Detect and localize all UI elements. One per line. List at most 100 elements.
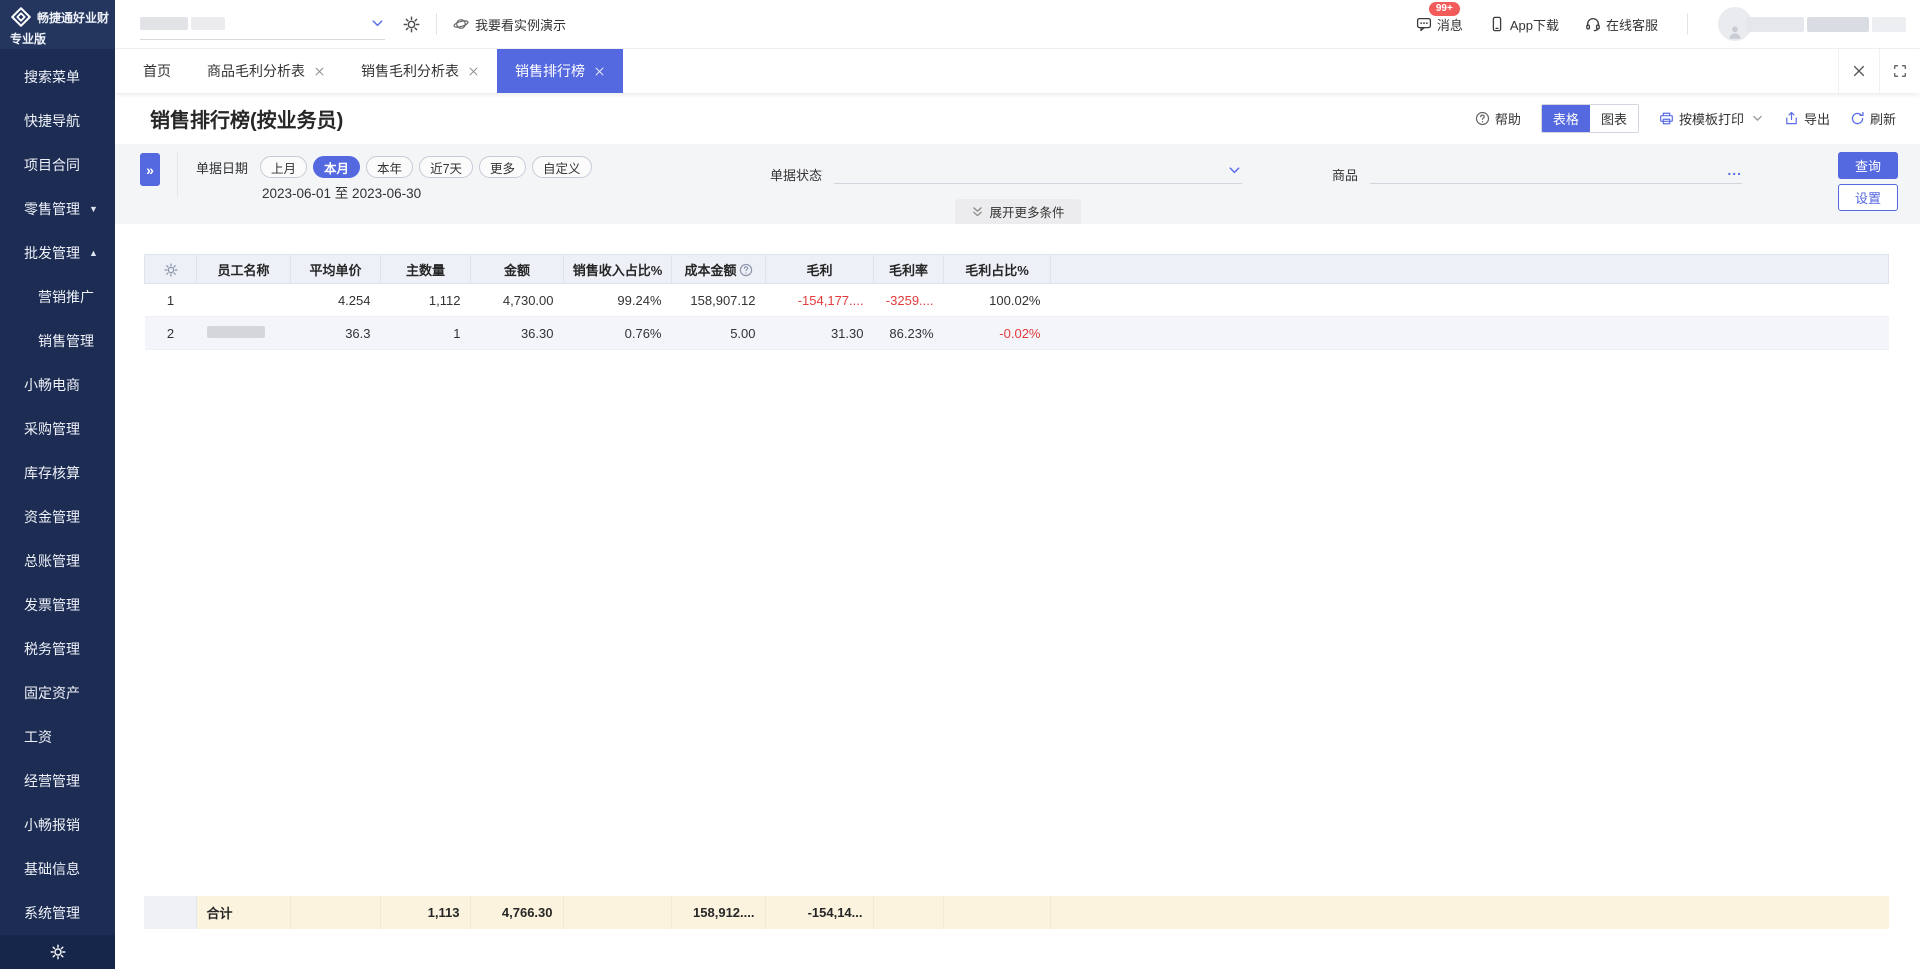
sidebar-item-fixed-assets[interactable]: 固定资产 xyxy=(24,685,80,701)
collapse-filters-button[interactable]: » xyxy=(140,153,160,186)
sidebar-item-ecommerce[interactable]: 小畅电商 xyxy=(24,377,80,393)
column-qty[interactable]: 主数量 xyxy=(380,254,471,284)
fullscreen-icon xyxy=(1893,64,1907,78)
person-icon xyxy=(1726,23,1744,41)
app-download-link[interactable]: App下载 xyxy=(1489,15,1559,34)
divider xyxy=(1687,13,1688,35)
product-filter-group: 商品 ... xyxy=(1332,160,1743,184)
sidebar-item-general-ledger[interactable]: 总账管理 xyxy=(24,553,80,569)
chevron-down-icon[interactable] xyxy=(1227,163,1242,178)
export-button[interactable]: 导出 xyxy=(1784,109,1830,128)
column-profit-share[interactable]: 毛利占比% xyxy=(943,254,1051,284)
cell-profit-share: -0.02% xyxy=(943,316,1051,350)
date-option-this-year[interactable]: 本年 xyxy=(366,156,414,178)
sidebar-item-wholesale-mgmt[interactable]: 批发管理 ▲ xyxy=(24,245,98,261)
close-all-tabs-button[interactable] xyxy=(1838,49,1879,93)
cell-employee-name xyxy=(196,283,291,317)
brand-logo-icon xyxy=(10,6,32,28)
sidebar-item-funds-mgmt[interactable]: 资金管理 xyxy=(24,509,80,525)
sidebar-item-payroll[interactable]: 工资 xyxy=(24,729,52,745)
sales-ranking-table: 员工名称 平均单价 主数量 金额 销售收入占比% 成本金额 毛利 毛利率 毛利占… xyxy=(144,254,1889,350)
status-select-field[interactable] xyxy=(834,160,1243,184)
org-selector[interactable] xyxy=(140,8,385,40)
expand-more-conditions-button[interactable]: 展开更多条件 xyxy=(954,199,1081,224)
org-settings-gear-icon[interactable] xyxy=(403,16,420,33)
total-row: 合计 1,113 4,766.30 158,912.... -154,14... xyxy=(144,896,1889,929)
gear-icon[interactable] xyxy=(164,263,178,277)
sidebar-item-system-mgmt[interactable]: 系统管理 xyxy=(24,905,80,921)
settings-button[interactable]: 设置 xyxy=(1838,184,1898,211)
column-avg-price[interactable]: 平均单价 xyxy=(290,254,381,284)
sidebar-item-basic-info[interactable]: 基础信息 xyxy=(24,861,80,877)
sidebar-item-business-mgmt[interactable]: 经营管理 xyxy=(24,773,80,789)
sidebar-item-sales-mgmt[interactable]: 销售管理 xyxy=(38,333,94,349)
help-icon xyxy=(1475,111,1490,126)
column-revenue-share[interactable]: 销售收入占比% xyxy=(563,254,672,284)
filter-actions: 查询 设置 xyxy=(1838,152,1898,211)
date-option-more[interactable]: 更多 xyxy=(479,156,527,178)
help-icon[interactable] xyxy=(739,263,753,277)
sidebar-menu: 搜索菜单 快捷导航 项目合同 零售管理 ▼ 批发管理 ▲ 营销推广 销售管理 小畅电… xyxy=(0,49,115,935)
chevron-down-icon[interactable] xyxy=(1751,112,1764,125)
sidebar-item-tax-mgmt[interactable]: 税务管理 xyxy=(24,641,80,657)
column-profit[interactable]: 毛利 xyxy=(765,254,874,284)
column-employee-name[interactable]: 员工名称 xyxy=(196,254,291,284)
sidebar-item-retail-mgmt[interactable]: 零售管理 ▼ xyxy=(24,201,98,217)
help-button[interactable]: 帮助 xyxy=(1475,109,1521,128)
refresh-button[interactable]: 刷新 xyxy=(1850,109,1896,128)
tab-sales-profit-report[interactable]: 销售毛利分析表 xyxy=(343,49,497,93)
table-view-button[interactable]: 表格 xyxy=(1541,105,1590,132)
sidebar-item-quick-nav[interactable]: 快捷导航 xyxy=(24,113,80,129)
sidebar-item-inventory-accounting[interactable]: 库存核算 xyxy=(24,465,80,481)
sidebar-item-invoice-mgmt[interactable]: 发票管理 xyxy=(24,597,80,613)
filter-panel: » 单据日期 上月 本月 本年 近7天 更多 自定义 2023-06-01 至 … xyxy=(115,144,1920,224)
user-menu[interactable] xyxy=(1718,7,1906,41)
table-row[interactable]: 2 36.3 1 36.30 0.76% 5.00 31.30 86.23% -… xyxy=(144,316,1889,350)
tab-home[interactable]: 首页 xyxy=(143,63,171,79)
messages-badge: 99+ xyxy=(1428,1,1460,16)
date-option-last-7-days[interactable]: 近7天 xyxy=(419,156,474,178)
tab-sales-ranking[interactable]: 销售排行榜 xyxy=(497,49,623,93)
phone-icon xyxy=(1489,16,1505,32)
table-row[interactable]: 1 4.254 1,112 4,730.00 99.24% 158,907.12… xyxy=(144,283,1889,317)
view-toggle: 表格 图表 xyxy=(1540,104,1639,133)
cell-avg-price: 4.254 xyxy=(290,283,381,317)
demo-link[interactable]: 我要看实例演示 xyxy=(453,15,566,34)
total-cell-cost: 158,912.... xyxy=(671,896,766,929)
close-icon[interactable] xyxy=(594,66,605,77)
messages-link[interactable]: 99+ 消息 xyxy=(1416,1,1463,34)
planet-icon xyxy=(453,16,469,32)
close-icon[interactable] xyxy=(314,66,325,77)
sidebar-item-marketing-promo[interactable]: 营销推广 xyxy=(38,289,94,305)
cell-avg-price: 36.3 xyxy=(290,316,381,350)
query-button[interactable]: 查询 xyxy=(1838,152,1898,179)
sidebar-item-search-menu[interactable]: 搜索菜单 xyxy=(24,69,80,85)
cell-qty: 1 xyxy=(380,316,471,350)
fullscreen-button[interactable] xyxy=(1879,49,1920,93)
date-option-this-month[interactable]: 本月 xyxy=(313,156,361,178)
cell-revenue-share: 99.24% xyxy=(563,283,672,317)
printer-icon xyxy=(1659,111,1674,126)
sidebar-item-expense[interactable]: 小畅报销 xyxy=(24,817,80,833)
chevron-down-icon[interactable] xyxy=(370,16,385,31)
date-option-custom[interactable]: 自定义 xyxy=(532,156,592,178)
date-range-value[interactable]: 2023-06-01 至 2023-06-30 xyxy=(262,186,422,201)
print-button[interactable]: 按模板打印 xyxy=(1659,109,1764,128)
close-icon[interactable] xyxy=(468,66,479,77)
more-options-ellipsis[interactable]: ... xyxy=(1727,162,1743,178)
online-support-link[interactable]: 在线客服 xyxy=(1585,15,1658,34)
table-header-row: 员工名称 平均单价 主数量 金额 销售收入占比% 成本金额 毛利 毛利率 毛利占… xyxy=(144,254,1889,284)
settings-gear-icon[interactable] xyxy=(50,944,66,960)
date-option-last-month[interactable]: 上月 xyxy=(260,156,308,178)
sidebar-item-project-contract[interactable]: 项目合同 xyxy=(24,157,80,173)
column-amount[interactable]: 金额 xyxy=(470,254,564,284)
sidebar-item-purchase-mgmt[interactable]: 采购管理 xyxy=(24,421,80,437)
tab-product-profit-report[interactable]: 商品毛利分析表 xyxy=(189,49,343,93)
product-input-field[interactable]: ... xyxy=(1370,160,1743,184)
chart-view-button[interactable]: 图表 xyxy=(1589,105,1638,132)
column-settings-header[interactable] xyxy=(144,254,197,284)
column-profit-rate[interactable]: 毛利率 xyxy=(873,254,944,284)
column-cost[interactable]: 成本金额 xyxy=(671,254,766,284)
cell-profit: 31.30 xyxy=(765,316,874,350)
